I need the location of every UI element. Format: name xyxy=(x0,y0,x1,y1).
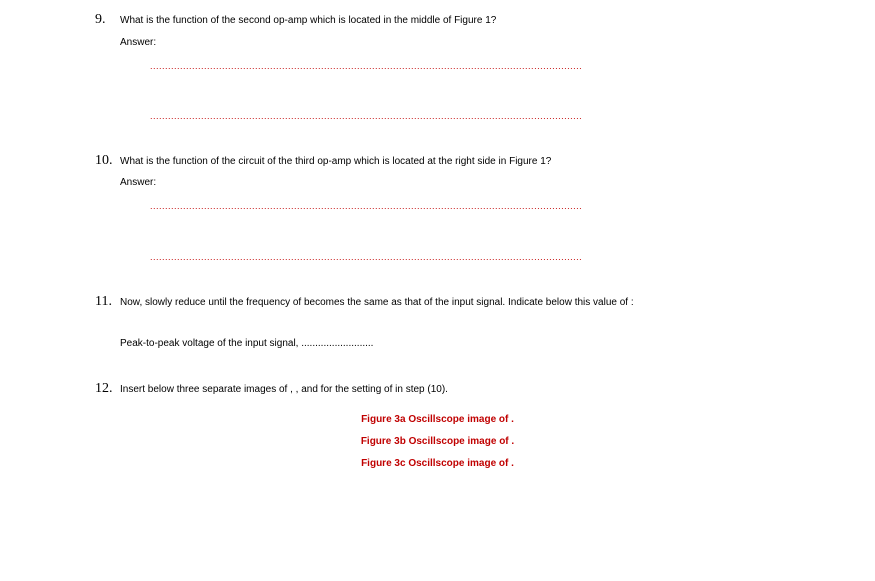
question-9: 9. What is the function of the second op… xyxy=(95,10,780,123)
question-12: 12. Insert below three separate images o… xyxy=(95,379,780,471)
q11-number: 11. xyxy=(95,294,112,309)
q9-header: 9. What is the function of the second op… xyxy=(95,10,780,30)
q12-text: Insert below three separate images of , … xyxy=(120,384,448,395)
q9-answer-line-1: ........................................… xyxy=(150,60,710,73)
q12-header: 12. Insert below three separate images o… xyxy=(95,379,780,399)
q10-number: 10. xyxy=(95,153,113,168)
q11-text: Now, slowly reduce until the frequency o… xyxy=(120,297,634,308)
q10-answer-line-1: ........................................… xyxy=(150,200,710,213)
question-11: 11. Now, slowly reduce until the frequen… xyxy=(95,292,780,352)
question-10: 10. What is the function of the circuit … xyxy=(95,151,780,264)
q11-header: 11. Now, slowly reduce until the frequen… xyxy=(95,292,780,312)
q12-figure-a: Figure 3a Oscillscope image of . xyxy=(158,413,718,427)
q9-answer-line-2: ........................................… xyxy=(150,110,710,123)
q12-number: 12. xyxy=(95,381,113,396)
q11-subline: Peak-to-peak voltage of the input signal… xyxy=(120,337,780,351)
q9-text: What is the function of the second op-am… xyxy=(120,15,496,26)
q12-figure-b: Figure 3b Oscillscope image of . xyxy=(158,435,718,449)
q10-answer-line-2: ........................................… xyxy=(150,251,710,264)
q9-answer-label: Answer: xyxy=(120,36,780,50)
q10-header: 10. What is the function of the circuit … xyxy=(95,151,780,171)
q9-number: 9. xyxy=(95,12,106,27)
q10-answer-label: Answer: xyxy=(120,176,780,190)
q12-figure-c: Figure 3c Oscillscope image of . xyxy=(158,457,718,471)
q10-text: What is the function of the circuit of t… xyxy=(120,156,551,167)
